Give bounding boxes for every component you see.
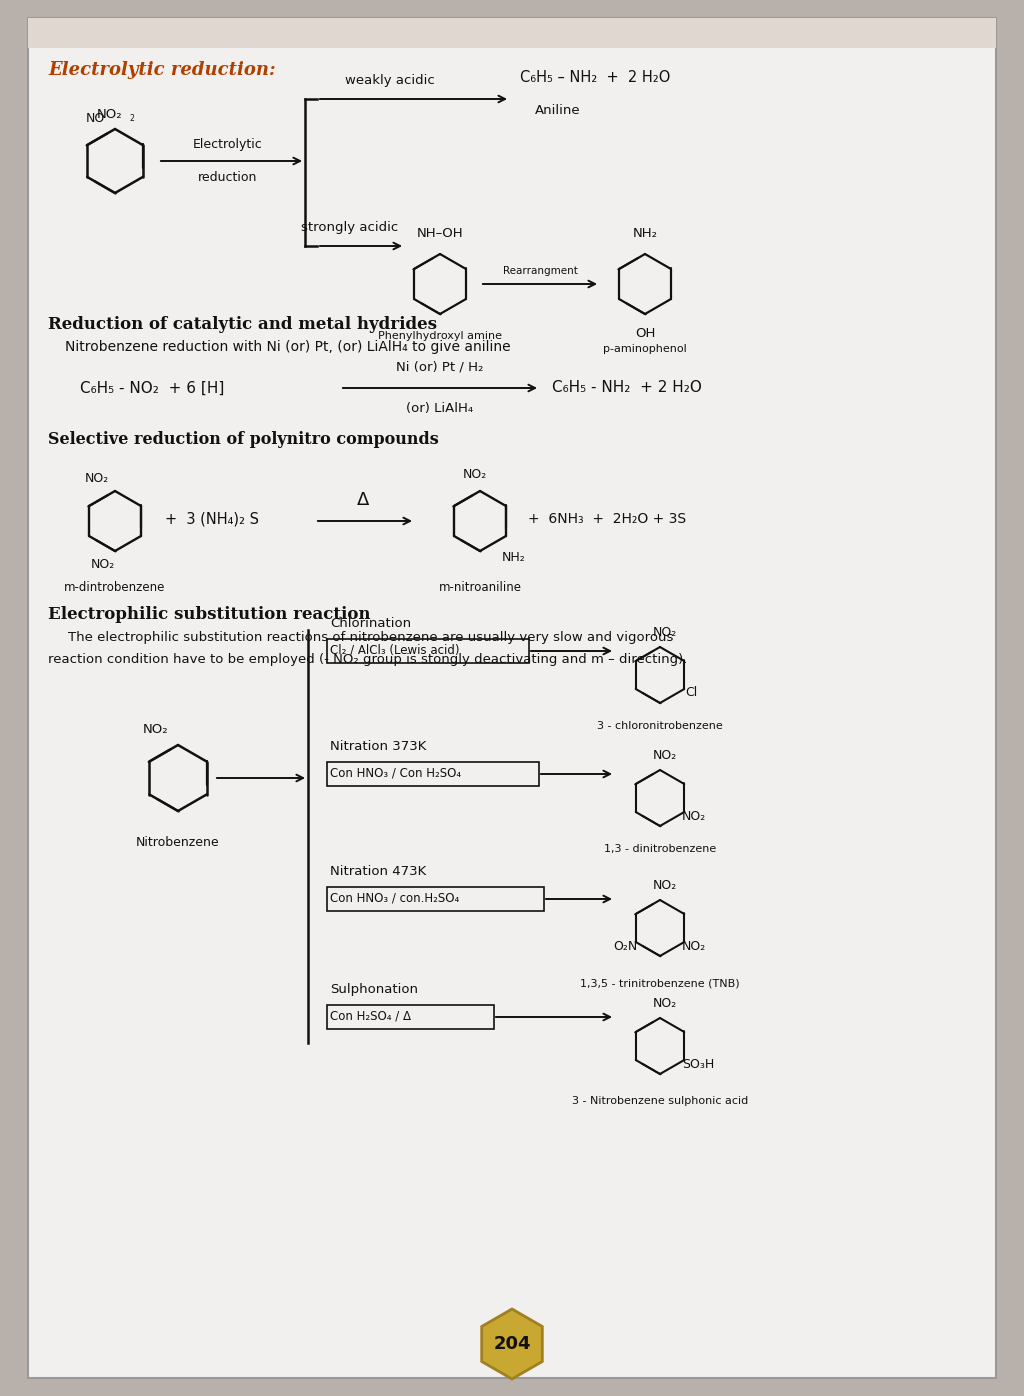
Text: Electrolytic: Electrolytic (194, 138, 263, 151)
Text: reduction: reduction (199, 170, 258, 184)
Text: Con H₂SO₄ / Δ: Con H₂SO₄ / Δ (330, 1009, 411, 1022)
FancyBboxPatch shape (327, 762, 539, 786)
Text: reaction condition have to be employed (- NO₂ group is stongly deactivating and : reaction condition have to be employed (… (48, 653, 687, 666)
FancyBboxPatch shape (327, 886, 544, 912)
Text: strongly acidic: strongly acidic (301, 221, 398, 235)
Text: Selective reduction of polynitro compounds: Selective reduction of polynitro compoun… (48, 431, 438, 448)
Text: +  3 (NH₄)₂ S: + 3 (NH₄)₂ S (165, 511, 259, 526)
Text: Rearrangment: Rearrangment (503, 267, 578, 276)
Text: C₆H₅ – NH₂  +  2 H₂O: C₆H₅ – NH₂ + 2 H₂O (520, 70, 671, 85)
Text: Electrophilic substitution reaction: Electrophilic substitution reaction (48, 606, 371, 623)
Text: 3 - Nitrobenzene sulphonic acid: 3 - Nitrobenzene sulphonic acid (571, 1096, 749, 1106)
Text: NO: NO (86, 112, 105, 126)
Text: p-aminophenol: p-aminophenol (603, 343, 687, 355)
Text: Chlorination: Chlorination (330, 617, 411, 630)
Text: m-dintrobenzene: m-dintrobenzene (65, 581, 166, 595)
FancyBboxPatch shape (327, 639, 529, 663)
Text: NH₂: NH₂ (502, 551, 525, 564)
Text: SO₃H: SO₃H (682, 1058, 715, 1071)
Text: Nitrobenzene: Nitrobenzene (136, 836, 220, 849)
Text: C₆H₅ - NO₂  + 6 [H]: C₆H₅ - NO₂ + 6 [H] (80, 381, 224, 395)
Text: NO₂: NO₂ (653, 997, 677, 1009)
Text: NO₂: NO₂ (97, 107, 123, 121)
Text: Nitration 473K: Nitration 473K (330, 866, 426, 878)
Text: NH–OH: NH–OH (417, 228, 463, 240)
Text: NO₂: NO₂ (143, 723, 169, 736)
Text: NO₂: NO₂ (653, 879, 677, 892)
Text: 3 - chloronitrobenzene: 3 - chloronitrobenzene (597, 720, 723, 732)
FancyBboxPatch shape (28, 18, 996, 1378)
Text: Con HNO₃ / con.H₂SO₄: Con HNO₃ / con.H₂SO₄ (330, 892, 459, 905)
Text: O₂N: O₂N (613, 940, 638, 952)
Text: Sulphonation: Sulphonation (330, 983, 418, 995)
Text: C₆H₅ - NH₂  + 2 H₂O: C₆H₅ - NH₂ + 2 H₂O (552, 381, 701, 395)
Text: Phenylhydroxyl amine: Phenylhydroxyl amine (378, 331, 502, 341)
Text: Electrolytic reduction:: Electrolytic reduction: (48, 61, 275, 80)
Text: Con HNO₃ / Con H₂SO₄: Con HNO₃ / Con H₂SO₄ (330, 766, 461, 779)
Text: OH: OH (635, 327, 655, 341)
Text: NO₂: NO₂ (682, 940, 707, 952)
Text: 1,3 - dinitrobenzene: 1,3 - dinitrobenzene (604, 845, 716, 854)
Text: 1,3,5 - trinitrobenzene (TNB): 1,3,5 - trinitrobenzene (TNB) (581, 979, 739, 988)
Text: Ni (or) Pt / H₂: Ni (or) Pt / H₂ (396, 362, 483, 374)
Text: NO₂: NO₂ (91, 558, 115, 571)
Text: NO₂: NO₂ (682, 810, 707, 822)
Text: The electrophilic substitution reactions of nitrobenzene are usually very slow a: The electrophilic substitution reactions… (68, 631, 674, 644)
Text: weakly acidic: weakly acidic (345, 74, 435, 87)
Bar (28, 18, 996, 47)
Text: Nitration 373K: Nitration 373K (330, 740, 426, 752)
Text: NO₂: NO₂ (653, 625, 677, 639)
Text: $_2$: $_2$ (129, 113, 135, 126)
Text: NO₂: NO₂ (85, 472, 110, 484)
Text: Aniline: Aniline (535, 103, 581, 117)
FancyBboxPatch shape (327, 1005, 494, 1029)
Text: NO₂: NO₂ (463, 468, 487, 482)
Text: m-nitroaniline: m-nitroaniline (438, 581, 521, 595)
Text: Cl: Cl (685, 687, 697, 699)
Text: NH₂: NH₂ (633, 228, 657, 240)
Text: +  6NH₃  +  2H₂O + 3S: + 6NH₃ + 2H₂O + 3S (528, 512, 686, 526)
Text: Cl₂ / AlCl₃ (Lewis acid): Cl₂ / AlCl₃ (Lewis acid) (330, 644, 460, 656)
Text: 204: 204 (494, 1335, 530, 1353)
Text: NO₂: NO₂ (653, 750, 677, 762)
Text: (or) LiAlH₄: (or) LiAlH₄ (407, 402, 473, 415)
Text: Δ: Δ (356, 491, 370, 510)
Text: Nitrobenzene reduction with Ni (or) Pt, (or) LiAlH₄ to give aniline: Nitrobenzene reduction with Ni (or) Pt, … (65, 341, 511, 355)
Text: Reduction of catalytic and metal hydrides: Reduction of catalytic and metal hydride… (48, 315, 437, 334)
